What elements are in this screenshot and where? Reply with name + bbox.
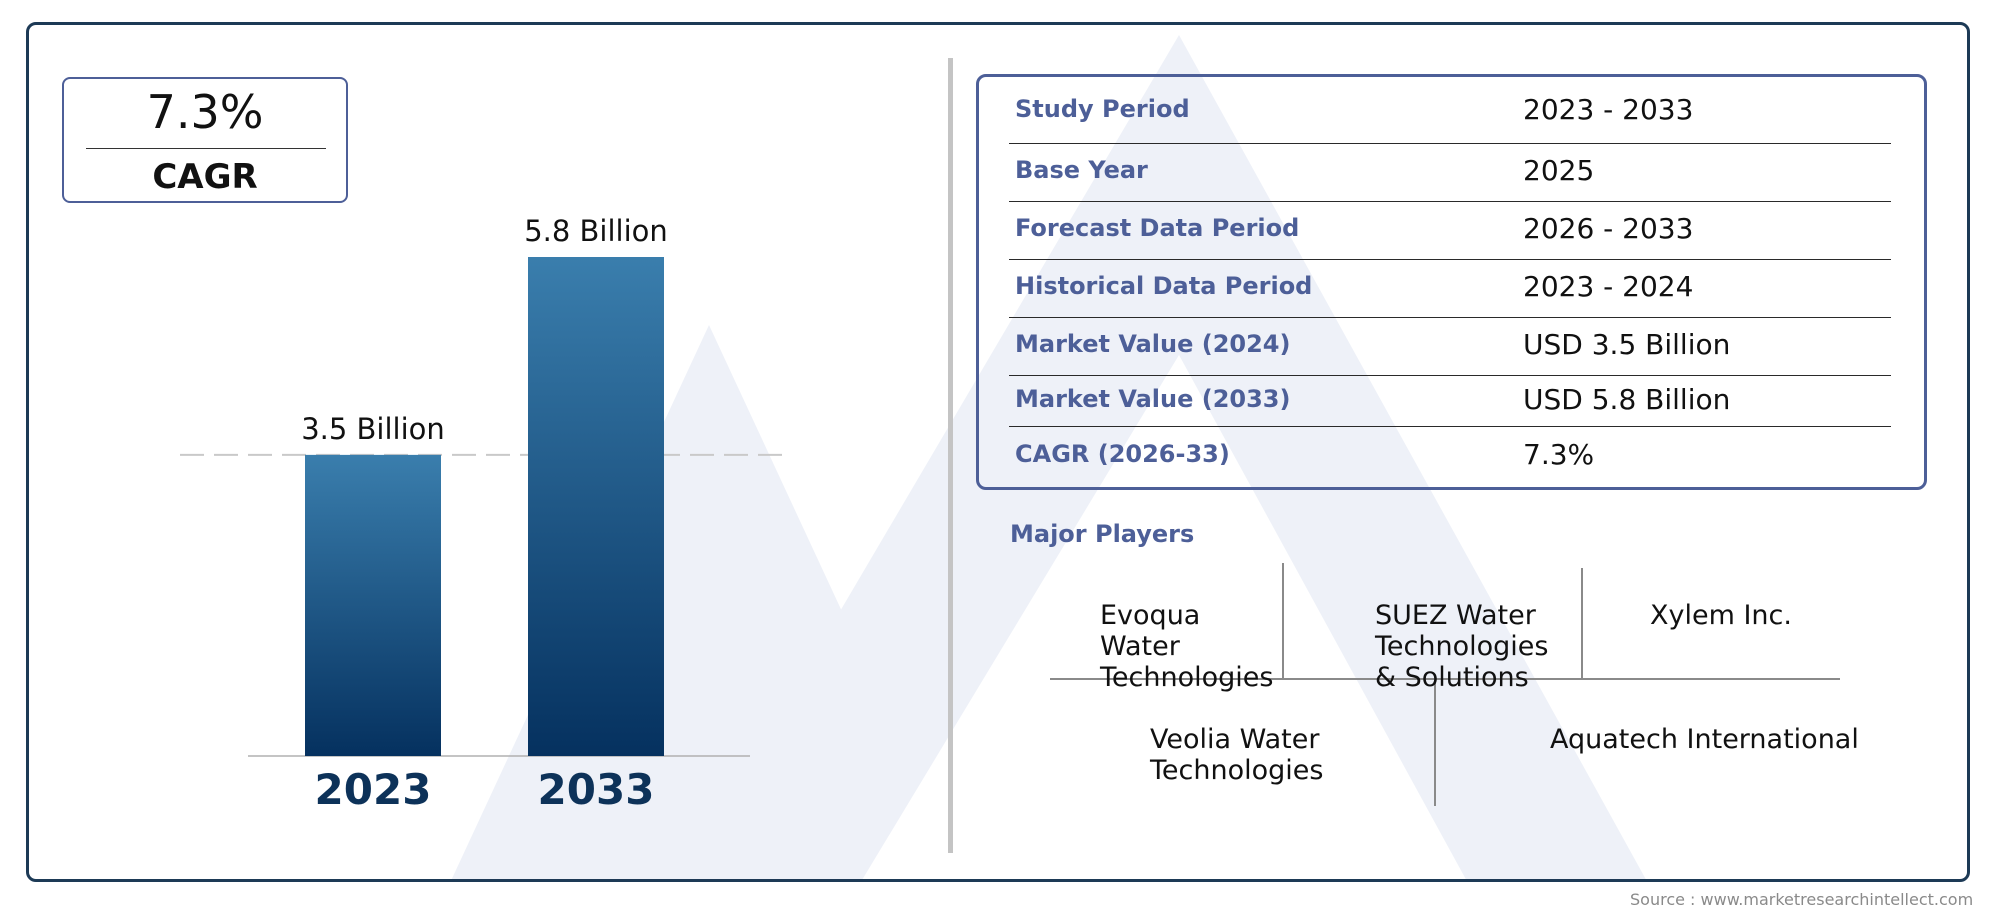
row-label: Base Year xyxy=(1015,156,1148,184)
row-value: USD 3.5 Billion xyxy=(1523,328,1731,361)
x-tick-2033: 2033 xyxy=(538,765,655,814)
row-label: Forecast Data Period xyxy=(1015,214,1300,242)
player-aquatech: Aquatech International xyxy=(1550,724,1859,755)
major-players-title: Major Players xyxy=(1010,520,1195,548)
bar-2023 xyxy=(305,454,441,756)
cagr-value: 7.3% xyxy=(146,85,264,139)
table-row: Market Value (2024) USD 3.5 Billion xyxy=(1009,318,1891,376)
row-value: 2023 - 2024 xyxy=(1523,270,1694,303)
bar-2033 xyxy=(528,257,664,756)
table-row: Market Value (2033) USD 5.8 Billion xyxy=(1009,376,1891,427)
player-xylem: Xylem Inc. xyxy=(1650,600,1792,631)
x-tick-2023: 2023 xyxy=(315,765,432,814)
player-divider xyxy=(1050,678,1840,680)
row-value: USD 5.8 Billion xyxy=(1523,383,1731,416)
row-label: CAGR (2026-33) xyxy=(1015,440,1230,468)
data-label-2033: 5.8 Billion xyxy=(524,214,668,248)
row-label: Market Value (2024) xyxy=(1015,330,1291,358)
player-suez: SUEZ Water Technologies & Solutions xyxy=(1375,600,1549,693)
player-evoqua: Evoqua Water Technologies xyxy=(1100,600,1274,693)
cagr-divider xyxy=(86,148,326,149)
player-divider xyxy=(1282,563,1284,678)
table-row: Base Year 2025 xyxy=(1009,144,1891,202)
table-row: Forecast Data Period 2026 - 2033 xyxy=(1009,202,1891,260)
source-note: Source : www.marketresearchintellect.com xyxy=(1630,890,1974,909)
row-label: Historical Data Period xyxy=(1015,272,1313,300)
cagr-label: CAGR xyxy=(152,157,258,197)
row-label: Study Period xyxy=(1015,95,1190,123)
table-row: CAGR (2026-33) 7.3% xyxy=(1009,427,1891,487)
row-value: 2025 xyxy=(1523,154,1595,187)
market-size-bar-chart: 3.5 Billion 5.8 Billion 2023 2033 xyxy=(180,214,790,814)
table-row: Study Period 2023 - 2033 xyxy=(1009,77,1891,144)
row-value: 7.3% xyxy=(1523,438,1595,471)
data-label-2023: 3.5 Billion xyxy=(301,412,445,446)
player-divider xyxy=(1434,678,1436,806)
row-value: 2023 - 2033 xyxy=(1523,93,1694,126)
summary-table: Study Period 2023 - 2033 Base Year 2025 … xyxy=(976,74,1927,490)
row-value: 2026 - 2033 xyxy=(1523,212,1694,245)
table-row: Historical Data Period 2023 - 2024 xyxy=(1009,260,1891,318)
player-divider xyxy=(1581,568,1583,678)
cagr-badge: 7.3% CAGR xyxy=(62,77,348,203)
player-veolia: Veolia Water Technologies xyxy=(1150,724,1324,786)
row-label: Market Value (2033) xyxy=(1015,385,1291,413)
vertical-divider xyxy=(948,58,953,853)
